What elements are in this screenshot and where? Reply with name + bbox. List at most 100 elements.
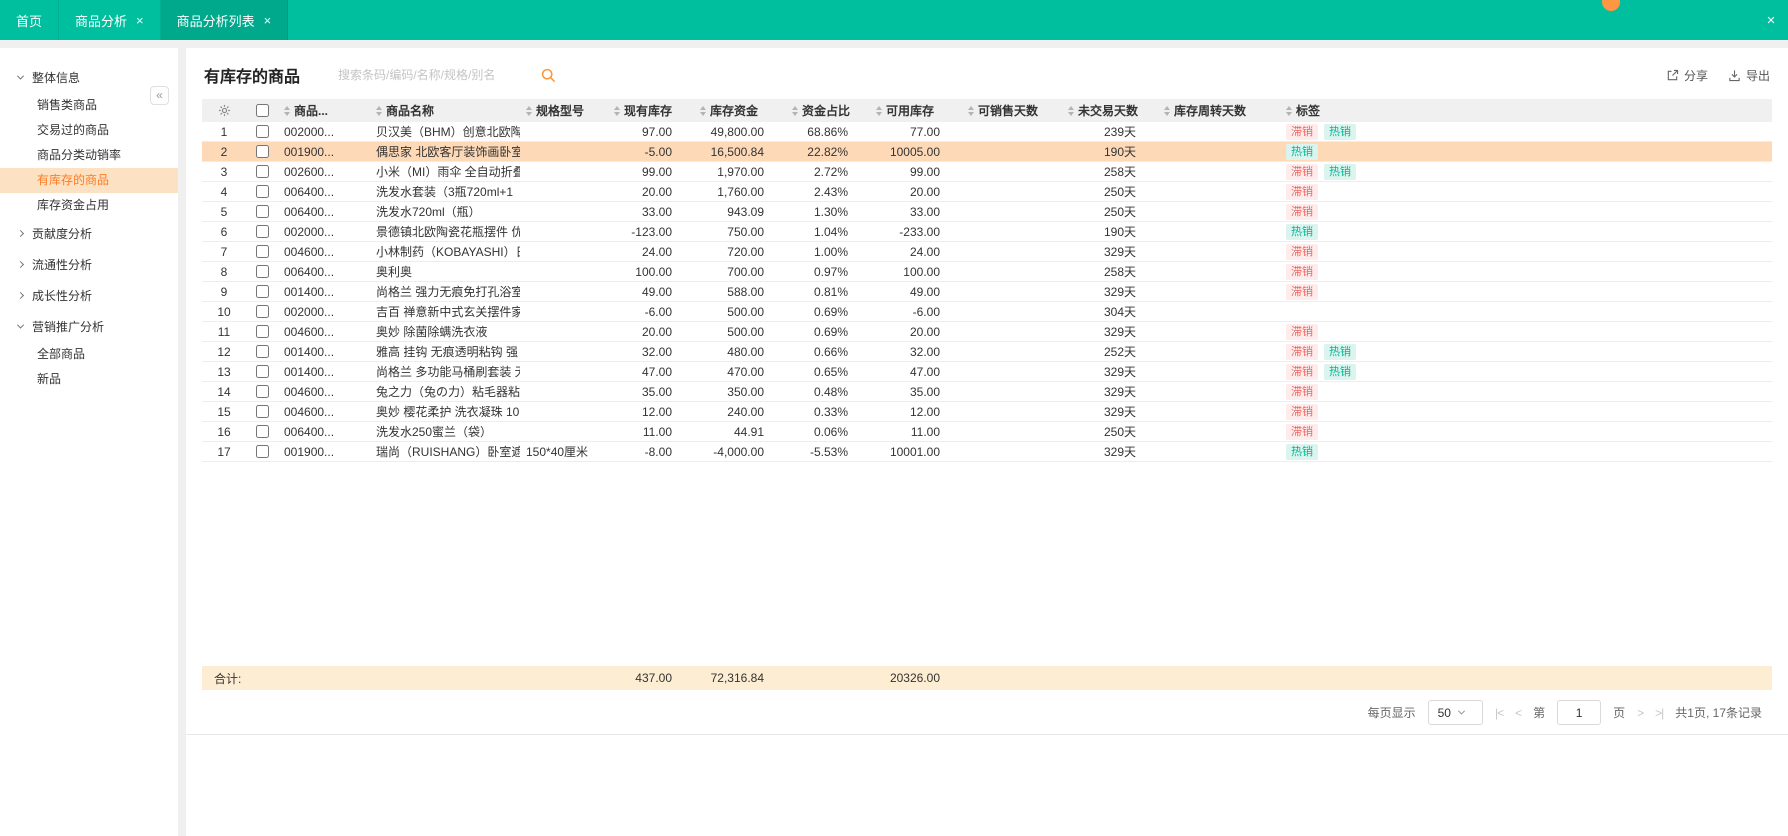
sort-icon[interactable] xyxy=(526,105,532,116)
table-row[interactable]: 16 006400... 洗发水250蜜兰（袋） 11.00 44.91 0.06% 11.… xyxy=(202,422,1772,442)
column-header-可销售天数[interactable]: 可销售天数 xyxy=(962,102,1062,119)
table-row[interactable]: 10 002000... 吉百 禅意新中式玄关摆件家 -6.00 500.00 0.69%… xyxy=(202,302,1772,322)
sort-icon[interactable] xyxy=(876,105,882,116)
search-input[interactable] xyxy=(338,68,534,82)
cell-tags: 滞销 xyxy=(1280,243,1772,260)
sort-icon[interactable] xyxy=(284,105,290,116)
sidebar-collapse-button[interactable]: « xyxy=(150,86,169,105)
first-page-button[interactable]: |< xyxy=(1494,705,1504,720)
table-row[interactable]: 5 006400... 洗发水720ml（瓶） 33.00 943.09 1.30% 33.… xyxy=(202,202,1772,222)
avatar[interactable] xyxy=(1602,0,1620,11)
row-checkbox[interactable] xyxy=(255,185,269,198)
column-header-可用库存[interactable]: 可用库存 xyxy=(870,102,962,119)
column-header-未交易天数[interactable]: 未交易天数 xyxy=(1062,102,1158,119)
close-icon[interactable]: × xyxy=(1766,11,1776,29)
tab-商品分析[interactable]: 商品分析 × xyxy=(59,0,161,40)
row-checkbox[interactable] xyxy=(255,165,269,178)
sidebar-item-有库存的商品[interactable]: 有库存的商品 xyxy=(0,168,178,193)
gear-icon[interactable] xyxy=(202,104,246,117)
row-checkbox[interactable] xyxy=(255,285,269,298)
column-header-label: 标签 xyxy=(1296,104,1321,118)
column-header-库存资金[interactable]: 库存资金 xyxy=(694,102,786,119)
sort-icon[interactable] xyxy=(1286,105,1292,116)
cell-stock: -5.00 xyxy=(644,144,672,159)
sidebar-item-新品[interactable]: 新品 xyxy=(37,372,62,386)
row-checkbox[interactable] xyxy=(255,425,269,438)
sidebar-item-库存资金占用[interactable]: 库存资金占用 xyxy=(37,198,110,212)
row-index: 13 xyxy=(217,364,231,379)
sort-icon[interactable] xyxy=(700,105,706,116)
chevron-down-icon xyxy=(1457,707,1466,715)
column-header-商品...[interactable]: 商品... xyxy=(278,102,370,119)
column-header-资金占比[interactable]: 资金占比 xyxy=(786,102,870,119)
row-checkbox[interactable] xyxy=(255,205,269,218)
table-row[interactable]: 17 001900... 瑞尚（RUISHANG）卧室遮 150*40厘米 -8.00 -… xyxy=(202,442,1772,462)
page-size-label: 每页显示 xyxy=(1367,706,1416,720)
sidebar-group-成长性分析[interactable]: 成长性分析 xyxy=(0,280,178,311)
tab-close-icon[interactable]: × xyxy=(263,12,272,28)
tab-首页[interactable]: 首页 xyxy=(0,0,60,40)
share-button[interactable]: 分享 xyxy=(1666,67,1708,84)
table-row[interactable]: 1 002000... 贝汉美（BHM）创意北欧陶 97.00 49,800.00 68.… xyxy=(202,122,1772,142)
table-row[interactable]: 11 004600... 奥妙 除菌除螨洗衣液 20.00 500.00 0.69% 20.… xyxy=(202,322,1772,342)
row-checkbox[interactable] xyxy=(255,325,269,338)
tab-close-icon[interactable]: × xyxy=(136,12,144,28)
table-row[interactable]: 7 004600... 小林制药（KOBAYASHI）日 24.00 720.00 1.0… xyxy=(202,242,1772,262)
table-row[interactable]: 6 002000... 景德镇北欧陶瓷花瓶摆件 优 -123.00 750.00 1.04… xyxy=(202,222,1772,242)
column-header-现有库存[interactable]: 现有库存 xyxy=(608,102,694,119)
cell-product-code: 006400... xyxy=(284,184,335,199)
row-checkbox[interactable] xyxy=(255,365,269,378)
sidebar-group-流通性分析[interactable]: 流通性分析 xyxy=(0,249,178,280)
column-header-标签[interactable]: 标签 xyxy=(1280,102,1772,119)
row-checkbox[interactable] xyxy=(255,385,269,398)
row-index: 3 xyxy=(220,164,228,179)
row-checkbox[interactable] xyxy=(255,145,269,158)
row-checkbox[interactable] xyxy=(255,345,269,358)
row-index: 9 xyxy=(220,284,228,299)
table-row[interactable]: 8 006400... 奥利奥 100.00 700.00 0.97% 100.00 258天… xyxy=(202,262,1772,282)
table-row[interactable]: 15 004600... 奥妙 樱花柔护 洗衣凝珠 10 12.00 240.00 0.3… xyxy=(202,402,1772,422)
sort-icon[interactable] xyxy=(1164,105,1170,116)
column-header-库存周转天数[interactable]: 库存周转天数 xyxy=(1158,102,1280,119)
row-checkbox[interactable] xyxy=(255,405,269,418)
row-checkbox[interactable] xyxy=(255,305,269,318)
sidebar-group-整体信息[interactable]: 整体信息 xyxy=(0,62,178,93)
select-all-checkbox[interactable] xyxy=(255,104,269,117)
sort-icon[interactable] xyxy=(614,105,620,116)
row-checkbox-cell xyxy=(246,165,278,178)
page-input[interactable] xyxy=(1557,700,1602,725)
table-row[interactable]: 12 001400... 雅高 挂钩 无痕透明粘钩 强 32.00 480.00 0.66… xyxy=(202,342,1772,362)
column-header-规格型号[interactable]: 规格型号 xyxy=(520,102,608,119)
sidebar-group-营销推广分析[interactable]: 营销推广分析 xyxy=(0,311,178,342)
table-row[interactable]: 2 001900... 偶思家 北欧客厅装饰画卧室 -5.00 16,500.84 22.… xyxy=(202,142,1772,162)
cell-ratio: 0.81% xyxy=(813,284,848,299)
row-checkbox[interactable] xyxy=(255,245,269,258)
tab-商品分析列表[interactable]: 商品分析列表 × xyxy=(160,0,289,40)
page-size-select[interactable]: 50 xyxy=(1427,700,1483,725)
search-icon[interactable] xyxy=(541,68,556,83)
table-row[interactable]: 14 004600... 兔之力（兔の力）粘毛器粘 35.00 350.00 0.48% 3… xyxy=(202,382,1772,402)
sidebar-group-贡献度分析[interactable]: 贡献度分析 xyxy=(0,218,178,249)
sidebar-item-交易过的商品[interactable]: 交易过的商品 xyxy=(37,123,110,137)
last-page-button[interactable]: >| xyxy=(1655,705,1664,720)
export-button[interactable]: 导出 xyxy=(1728,67,1770,84)
sidebar-item-全部商品[interactable]: 全部商品 xyxy=(37,347,86,361)
row-checkbox[interactable] xyxy=(255,265,269,278)
row-checkbox[interactable] xyxy=(255,225,269,238)
column-header-商品名称[interactable]: 商品名称 xyxy=(370,102,520,119)
sort-icon[interactable] xyxy=(968,105,974,116)
sidebar-item-销售类商品[interactable]: 销售类商品 xyxy=(37,98,98,112)
sidebar-item-商品分类动销率[interactable]: 商品分类动销率 xyxy=(37,148,122,162)
table-row[interactable]: 3 002600... 小米（MI）雨伞 全自动折叠 99.00 1,970.00 2.7… xyxy=(202,162,1772,182)
next-page-button[interactable]: > xyxy=(1637,705,1644,720)
sort-icon[interactable] xyxy=(1068,105,1074,116)
row-checkbox[interactable] xyxy=(255,125,269,138)
cell-stock: 20.00 xyxy=(641,324,672,339)
sort-icon[interactable] xyxy=(792,105,798,116)
table-row[interactable]: 4 006400... 洗发水套装（3瓶720ml+1 20.00 1,760.00 2.… xyxy=(202,182,1772,202)
prev-page-button[interactable]: < xyxy=(1515,705,1522,720)
table-row[interactable]: 9 001400... 尚格兰 强力无痕免打孔浴室 49.00 588.00 0.81% 4… xyxy=(202,282,1772,302)
sort-icon[interactable] xyxy=(376,105,382,116)
table-row[interactable]: 13 001400... 尚格兰 多功能马桶刷套装 无 47.00 470.00 0.65… xyxy=(202,362,1772,382)
row-checkbox[interactable] xyxy=(255,445,269,458)
